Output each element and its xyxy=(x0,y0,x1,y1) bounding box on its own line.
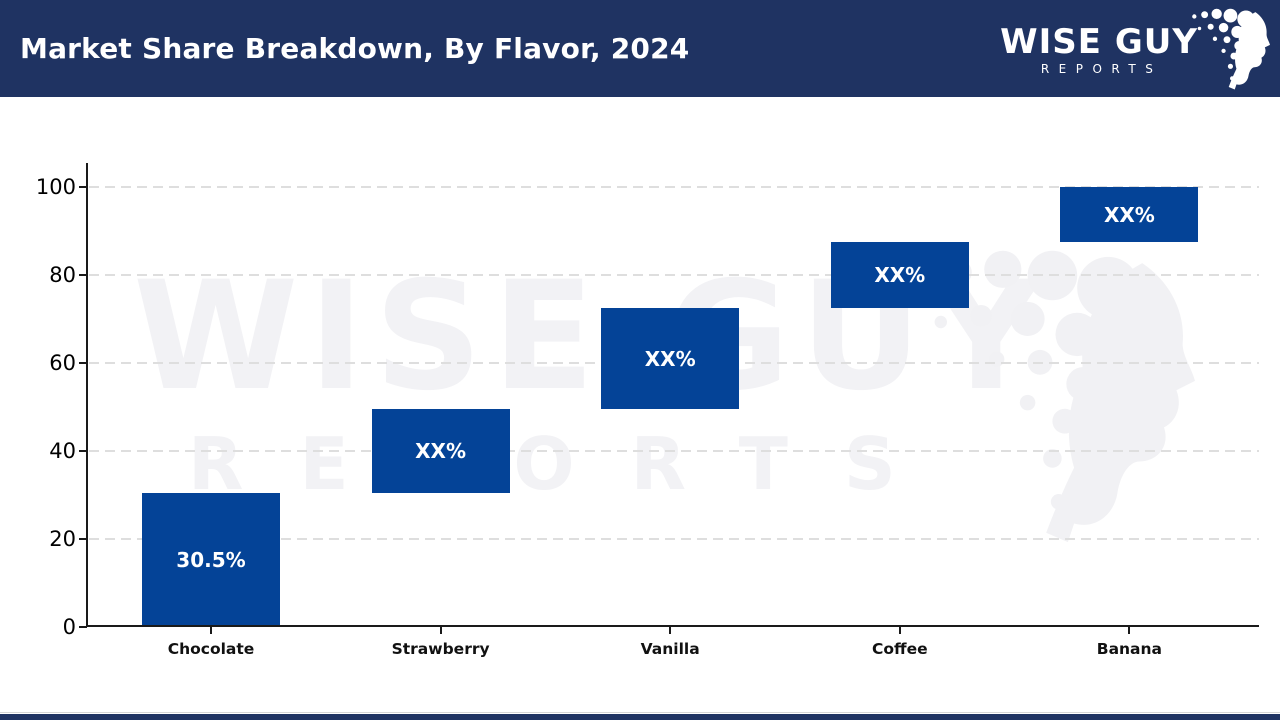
x-tick-label: Coffee xyxy=(871,640,928,658)
x-axis-tick xyxy=(210,627,212,634)
y-axis-tick xyxy=(79,538,87,540)
x-axis-tick xyxy=(1128,627,1131,634)
y-axis-tick xyxy=(79,450,87,452)
x-axis-line xyxy=(86,625,1259,627)
y-axis-tick xyxy=(79,274,87,276)
y-axis-tick xyxy=(79,186,87,188)
x-axis-tick xyxy=(898,627,901,634)
bar: XX% xyxy=(1060,187,1199,242)
x-tick-label: Strawberry xyxy=(391,640,490,658)
gridline xyxy=(89,186,1259,188)
bar-value-label: 30.5% xyxy=(176,547,246,572)
watermark-subtitle: REPORTS xyxy=(188,422,952,506)
x-tick-label: Chocolate xyxy=(167,640,255,658)
y-axis-tick xyxy=(79,362,87,364)
bar-value-label: XX% xyxy=(415,438,467,463)
footer-bar xyxy=(0,714,1280,720)
wiseguy-logo: WISE GUY REPORTS xyxy=(1000,6,1270,94)
header-bar: Market Share Breakdown, By Flavor, 2024 … xyxy=(0,0,1280,97)
gridline xyxy=(89,450,1259,452)
bottom-frame-line xyxy=(0,712,1280,713)
y-tick-label: 100 xyxy=(35,175,76,199)
x-axis-tick xyxy=(669,627,672,634)
y-tick-label: 60 xyxy=(49,351,76,375)
y-axis-tick xyxy=(79,626,87,628)
y-tick-label: 40 xyxy=(49,439,76,463)
x-tick-label: Banana xyxy=(1096,640,1163,658)
bar: XX% xyxy=(830,242,969,308)
logo-head-icon xyxy=(1192,8,1270,90)
logo-subtitle: REPORTS xyxy=(1040,61,1163,76)
y-tick-label: 20 xyxy=(49,527,76,551)
gridline xyxy=(89,538,1259,540)
y-axis-line xyxy=(86,163,88,627)
y-tick-label: 0 xyxy=(62,615,76,639)
y-tick-label: 80 xyxy=(49,263,76,287)
bar-value-label: XX% xyxy=(644,346,696,371)
bar-value-label: XX% xyxy=(1103,202,1155,227)
logo-text: WISE GUY REPORTS xyxy=(1000,25,1198,75)
chart-title: Market Share Breakdown, By Flavor, 2024 xyxy=(20,32,690,65)
bar: 30.5% xyxy=(142,492,280,627)
x-axis-tick xyxy=(439,627,442,634)
x-tick-label: Vanilla xyxy=(640,640,700,658)
gridline xyxy=(89,274,1259,276)
bar-value-label: XX% xyxy=(874,263,926,287)
bar: XX% xyxy=(371,409,510,493)
bar: XX% xyxy=(601,308,740,410)
logo-wordmark: WISE GUY xyxy=(1000,21,1198,62)
